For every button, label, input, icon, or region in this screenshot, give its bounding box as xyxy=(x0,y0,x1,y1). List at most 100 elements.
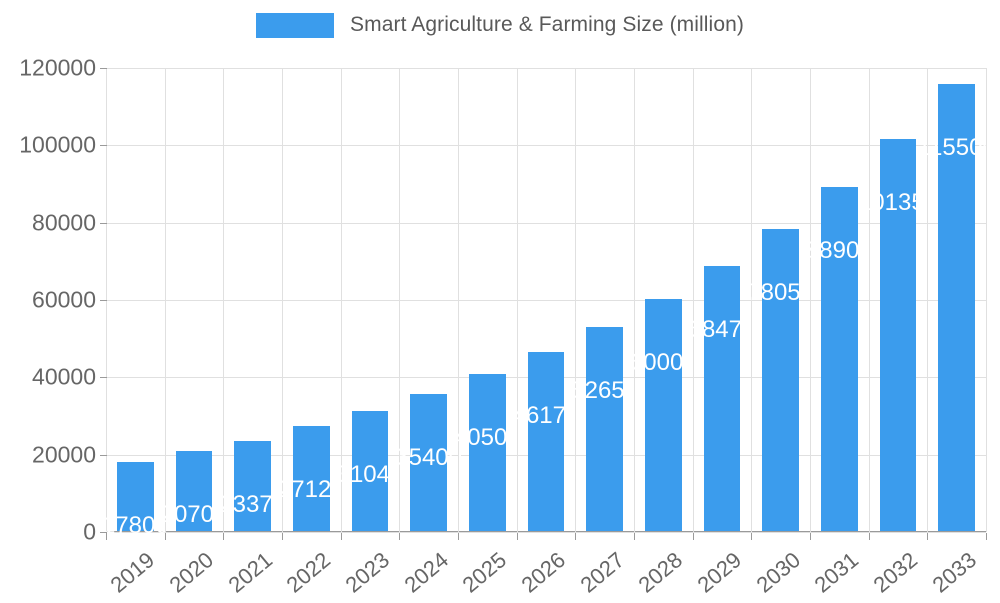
bar[interactable]: 52650 xyxy=(571,327,638,531)
bar-column[interactable]: 115500 xyxy=(917,84,996,531)
bar-column[interactable]: 35400 xyxy=(395,394,462,531)
x-axis-tick-label: 2019 xyxy=(105,547,160,598)
gridline-vertical xyxy=(341,68,342,532)
bar[interactable]: 46175 xyxy=(513,352,579,531)
gridline-vertical xyxy=(575,68,576,532)
y-axis-tick-label: 20000 xyxy=(32,441,96,468)
bar-value-label: 68475 xyxy=(688,316,756,344)
chart-legend: Smart Agriculture & Farming Size (millio… xyxy=(0,8,1000,42)
bar-value-label: 27125 xyxy=(277,476,345,504)
bar-value-label: 40500 xyxy=(453,424,521,452)
bar-value-label: 35400 xyxy=(395,444,463,472)
gridline-horizontal xyxy=(106,532,986,533)
bar-value-label: 46175 xyxy=(512,402,580,430)
y-axis-tick-mark xyxy=(100,532,107,533)
bar-value-label: 52650 xyxy=(571,377,639,405)
y-axis-tick-mark xyxy=(100,145,107,147)
x-axis-tick-mark xyxy=(927,533,928,540)
bar-column[interactable]: 60005 xyxy=(630,298,697,531)
bar[interactable]: 31045 xyxy=(337,410,403,531)
bar-column[interactable]: 40500 xyxy=(454,374,521,531)
x-axis-tick-mark xyxy=(986,533,987,540)
bar-column[interactable]: 46175 xyxy=(513,352,579,531)
x-axis-tick-label: 2020 xyxy=(164,547,219,598)
gridline-horizontal xyxy=(106,145,986,147)
gridline-vertical xyxy=(223,68,224,532)
x-axis-tick-mark xyxy=(458,533,459,540)
gridline-horizontal xyxy=(106,300,986,301)
gridline-vertical xyxy=(693,68,694,532)
bar-column[interactable]: 27125 xyxy=(278,426,345,531)
gridline-vertical xyxy=(282,68,283,532)
gridline-vertical xyxy=(165,68,166,532)
x-axis-tick-mark xyxy=(165,533,166,540)
x-axis-tick-label: 2032 xyxy=(868,547,923,598)
gridline-vertical xyxy=(869,68,870,532)
bar-column[interactable]: 68475 xyxy=(689,266,755,531)
y-axis-labels: 0 20000 40000 60000 80000 100000 120000 xyxy=(0,55,96,545)
x-axis-tick-label: 2030 xyxy=(751,547,805,598)
bar[interactable]: 78055 xyxy=(747,229,814,531)
bar[interactable]: 88900 xyxy=(806,187,873,531)
gridline-horizontal xyxy=(106,222,986,224)
bar[interactable]: 40500 xyxy=(454,374,521,531)
bar-column[interactable]: 88900 xyxy=(806,187,873,531)
x-axis-tick-mark xyxy=(751,533,752,540)
x-axis-tick-mark xyxy=(282,533,283,540)
y-axis-tick-mark xyxy=(100,300,107,301)
bar-value-label: 78055 xyxy=(747,279,815,307)
x-axis-tick-mark xyxy=(106,533,107,540)
gridline-vertical xyxy=(810,68,811,532)
bar-column[interactable]: 101350 xyxy=(858,139,938,531)
gridline-vertical xyxy=(986,68,987,532)
bar-column[interactable]: 17800 xyxy=(102,462,169,539)
bar[interactable]: 101350 xyxy=(858,139,938,531)
gridline-vertical xyxy=(517,68,518,532)
y-axis-tick-label: 40000 xyxy=(32,363,96,390)
bar-value-label: 88900 xyxy=(805,237,873,265)
x-axis-tick-label: 2022 xyxy=(281,547,336,598)
y-axis-tick-label: 0 xyxy=(83,518,96,545)
x-axis-tick-label: 2025 xyxy=(457,547,512,598)
bar[interactable]: 68475 xyxy=(689,266,755,531)
x-axis-tick-label: 2027 xyxy=(575,547,629,598)
gridline-vertical xyxy=(927,68,928,532)
gridline-horizontal xyxy=(106,68,986,69)
gridline-vertical xyxy=(751,68,752,532)
x-axis-tick-mark xyxy=(223,533,224,540)
x-axis-tick-label: 2024 xyxy=(399,547,453,598)
bar[interactable]: 60005 xyxy=(630,298,697,531)
gridline-vertical xyxy=(634,68,635,532)
bar-value-label: 20700 xyxy=(160,500,228,528)
bar[interactable]: 115500 xyxy=(917,84,996,531)
bar-column[interactable]: 31045 xyxy=(337,410,403,531)
bar[interactable]: 23371 xyxy=(219,440,286,531)
bar[interactable]: 17800 xyxy=(102,462,169,539)
y-axis-tick-label: 60000 xyxy=(32,286,96,313)
x-axis-labels: 2019 2020 2021 2022 2023 2024 2025 2026 2027 2028… xyxy=(106,533,987,599)
bar[interactable]: 35400 xyxy=(395,394,462,531)
bar-value-label: 115500 xyxy=(917,134,996,162)
bar-column[interactable]: 20700 xyxy=(161,450,227,531)
x-axis-tick-mark xyxy=(810,533,811,540)
x-axis-tick-mark xyxy=(399,533,400,540)
plot-area: 17800 20700 23371 27125 31045 35400 40500 46175… xyxy=(102,68,996,539)
x-axis-tick-mark xyxy=(869,533,870,540)
bar-value-label: 31045 xyxy=(336,460,404,488)
x-axis-tick-mark xyxy=(693,533,694,540)
legend-entry[interactable]: Smart Agriculture & Farming Size (millio… xyxy=(256,12,744,38)
y-axis-tick-label: 80000 xyxy=(32,209,96,236)
x-axis-tick-label: 2023 xyxy=(340,547,395,598)
y-axis-tick-label: 100000 xyxy=(19,131,96,158)
x-axis-tick-mark xyxy=(575,533,576,540)
x-axis-tick-mark xyxy=(517,533,518,540)
bar-column[interactable]: 23371 xyxy=(219,440,286,531)
bar[interactable]: 20700 xyxy=(161,450,227,531)
bar-column[interactable]: 52650 xyxy=(571,327,638,531)
x-axis-line xyxy=(106,531,986,532)
x-axis-tick-label: 2028 xyxy=(633,547,688,598)
bar-value-label: 23371 xyxy=(219,490,287,518)
bar[interactable]: 27125 xyxy=(278,426,345,531)
bar-column[interactable]: 78055 xyxy=(747,229,814,531)
bar-value-label: 60005 xyxy=(629,348,697,376)
